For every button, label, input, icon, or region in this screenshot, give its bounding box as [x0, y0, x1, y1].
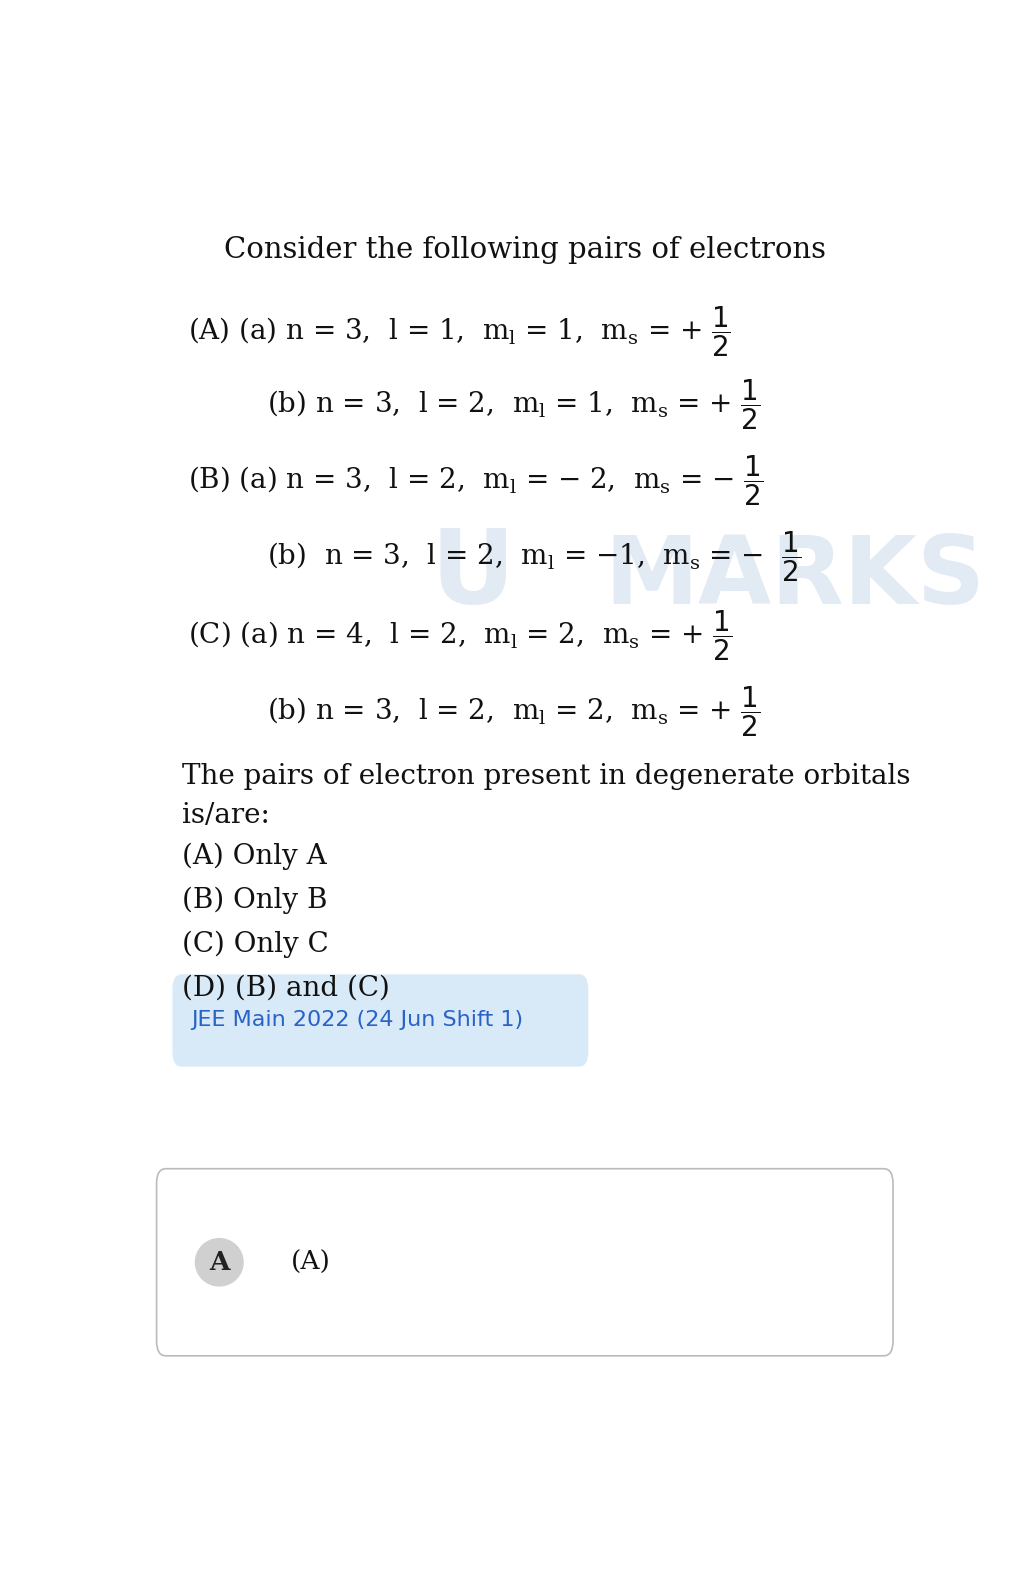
Text: (A) (a) n = 3,  l = 1,  m$_\mathregular{l}$ = 1,  m$_\mathregular{s}$ = + $\dfra: (A) (a) n = 3, l = 1, m$_\mathregular{l}…: [187, 305, 730, 360]
Text: MARKS: MARKS: [604, 532, 985, 625]
Text: (b)  n = 3,  l = 2,  m$_\mathregular{l}$ = −1,  m$_\mathregular{s}$ = −  $\dfrac: (b) n = 3, l = 2, m$_\mathregular{l}$ = …: [267, 530, 802, 584]
Text: (A) Only A: (A) Only A: [182, 843, 327, 871]
Text: The pairs of electron present in degenerate orbitals: The pairs of electron present in degener…: [182, 762, 910, 791]
Text: is/are:: is/are:: [182, 802, 270, 828]
FancyBboxPatch shape: [172, 974, 588, 1067]
Text: JEE Main 2022 (24 Jun Shift 1): JEE Main 2022 (24 Jun Shift 1): [191, 1010, 523, 1030]
Text: (D) (B) and (C): (D) (B) and (C): [182, 974, 390, 1002]
Text: (C) Only C: (C) Only C: [182, 931, 329, 958]
Text: U: U: [431, 525, 515, 626]
Text: Consider the following pairs of electrons: Consider the following pairs of electron…: [224, 235, 825, 264]
Text: (b) n = 3,  l = 2,  m$_\mathregular{l}$ = 2,  m$_\mathregular{s}$ = + $\dfrac{1}: (b) n = 3, l = 2, m$_\mathregular{l}$ = …: [267, 683, 761, 739]
FancyBboxPatch shape: [157, 1169, 893, 1356]
Text: (b) n = 3,  l = 2,  m$_\mathregular{l}$ = 1,  m$_\mathregular{s}$ = + $\dfrac{1}: (b) n = 3, l = 2, m$_\mathregular{l}$ = …: [267, 377, 761, 432]
Text: (A): (A): [291, 1250, 331, 1275]
Text: A: A: [209, 1250, 229, 1275]
Text: (B) Only B: (B) Only B: [182, 887, 328, 914]
Text: (B) (a) n = 3,  l = 2,  m$_\mathregular{l}$ = − 2,  m$_\mathregular{s}$ = − $\df: (B) (a) n = 3, l = 2, m$_\mathregular{l}…: [187, 453, 763, 508]
Text: (C) (a) n = 4,  l = 2,  m$_\mathregular{l}$ = 2,  m$_\mathregular{s}$ = + $\dfra: (C) (a) n = 4, l = 2, m$_\mathregular{l}…: [187, 609, 731, 663]
Ellipse shape: [196, 1239, 243, 1286]
